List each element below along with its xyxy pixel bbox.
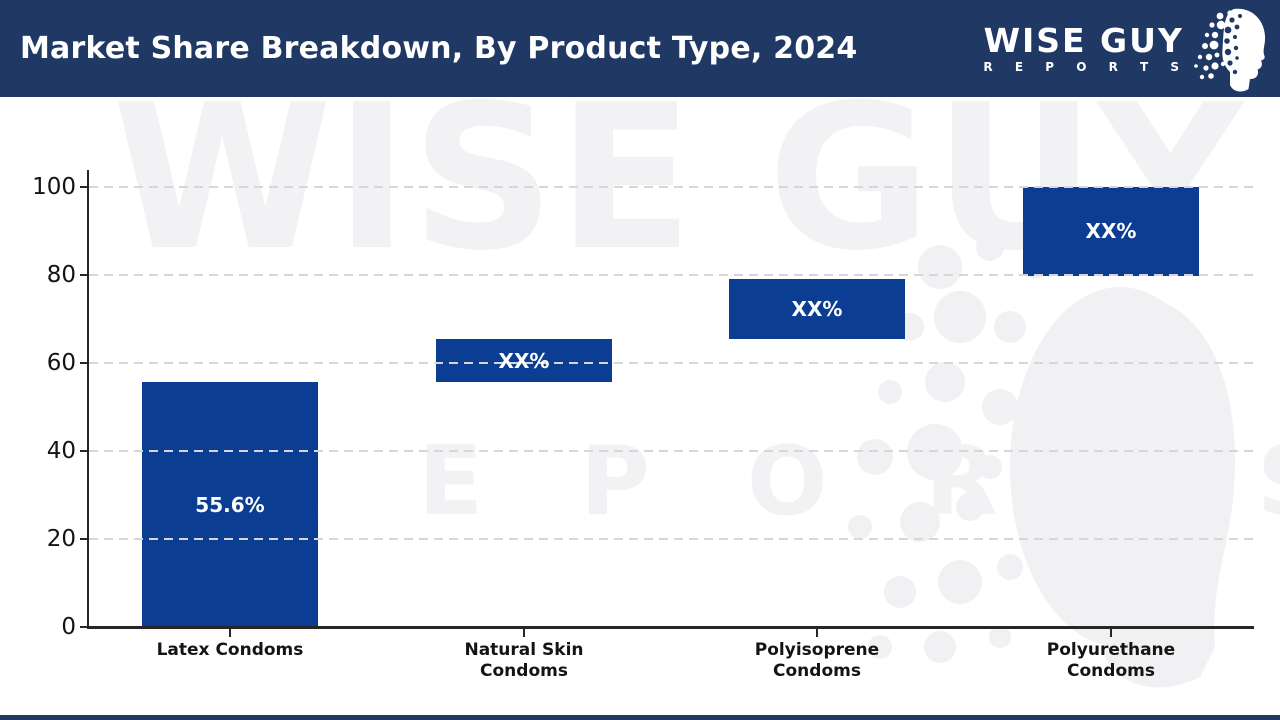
bar-value-label: XX% xyxy=(498,348,550,373)
y-tick-label: 20 xyxy=(46,526,76,552)
x-category-label: Latex Condoms xyxy=(156,640,304,660)
y-tick-label: 0 xyxy=(61,614,76,640)
x-tick-mark xyxy=(523,629,525,637)
watermark-head-pattern xyxy=(848,233,1236,688)
gridline-80 xyxy=(89,274,1253,276)
footer-bar xyxy=(0,715,1280,720)
logo-subtitle: R E P O R T S xyxy=(983,60,1188,74)
wiseguy-logo: WISE GUY R E P O R T S xyxy=(979,6,1268,92)
wiseguy-logo-text: WISE GUY R E P O R T S xyxy=(979,21,1188,75)
bar-value-label: 55.6% xyxy=(195,492,265,517)
y-tick-mark xyxy=(80,186,87,188)
y-tick-mark xyxy=(80,538,87,540)
y-tick-label: 60 xyxy=(46,350,76,376)
bar-segment xyxy=(142,382,318,627)
chart: WISE GUY R E P O R T S 0 20 40 6 xyxy=(0,79,1280,715)
gridline-20 xyxy=(89,538,1253,540)
x-category-label: Natural Skin Condoms xyxy=(464,640,584,682)
y-tick-mark xyxy=(80,362,87,364)
y-tick-mark xyxy=(80,626,87,628)
bar-value-label: XX% xyxy=(1085,219,1137,244)
x-category-label: Polyisoprene Condoms xyxy=(754,640,880,682)
y-tick-label: 40 xyxy=(46,438,76,464)
x-tick-mark xyxy=(816,629,818,637)
gridline-40 xyxy=(89,450,1253,452)
y-tick-label: 80 xyxy=(46,262,76,288)
y-tick-label: 100 xyxy=(32,174,76,200)
y-axis-spine xyxy=(87,170,89,628)
header-bar: Market Share Breakdown, By Product Type,… xyxy=(0,0,1280,97)
logo-wordmark: WISE GUY xyxy=(983,21,1184,60)
x-category-label: Polyurethane Condoms xyxy=(1046,640,1176,682)
page-title: Market Share Breakdown, By Product Type,… xyxy=(20,31,858,66)
gridline-100 xyxy=(89,186,1253,188)
y-tick-mark xyxy=(80,274,87,276)
wiseguy-logo-head-icon xyxy=(1194,8,1266,92)
x-tick-mark xyxy=(1110,629,1112,637)
bar-value-label: XX% xyxy=(791,297,843,322)
x-axis-spine xyxy=(87,626,1254,629)
bar-segment xyxy=(436,339,612,383)
x-tick-mark xyxy=(229,629,231,637)
bar-segment xyxy=(1023,187,1199,276)
y-tick-mark xyxy=(80,450,87,452)
gridline-60 xyxy=(89,362,1253,364)
bar-segment xyxy=(729,278,905,340)
